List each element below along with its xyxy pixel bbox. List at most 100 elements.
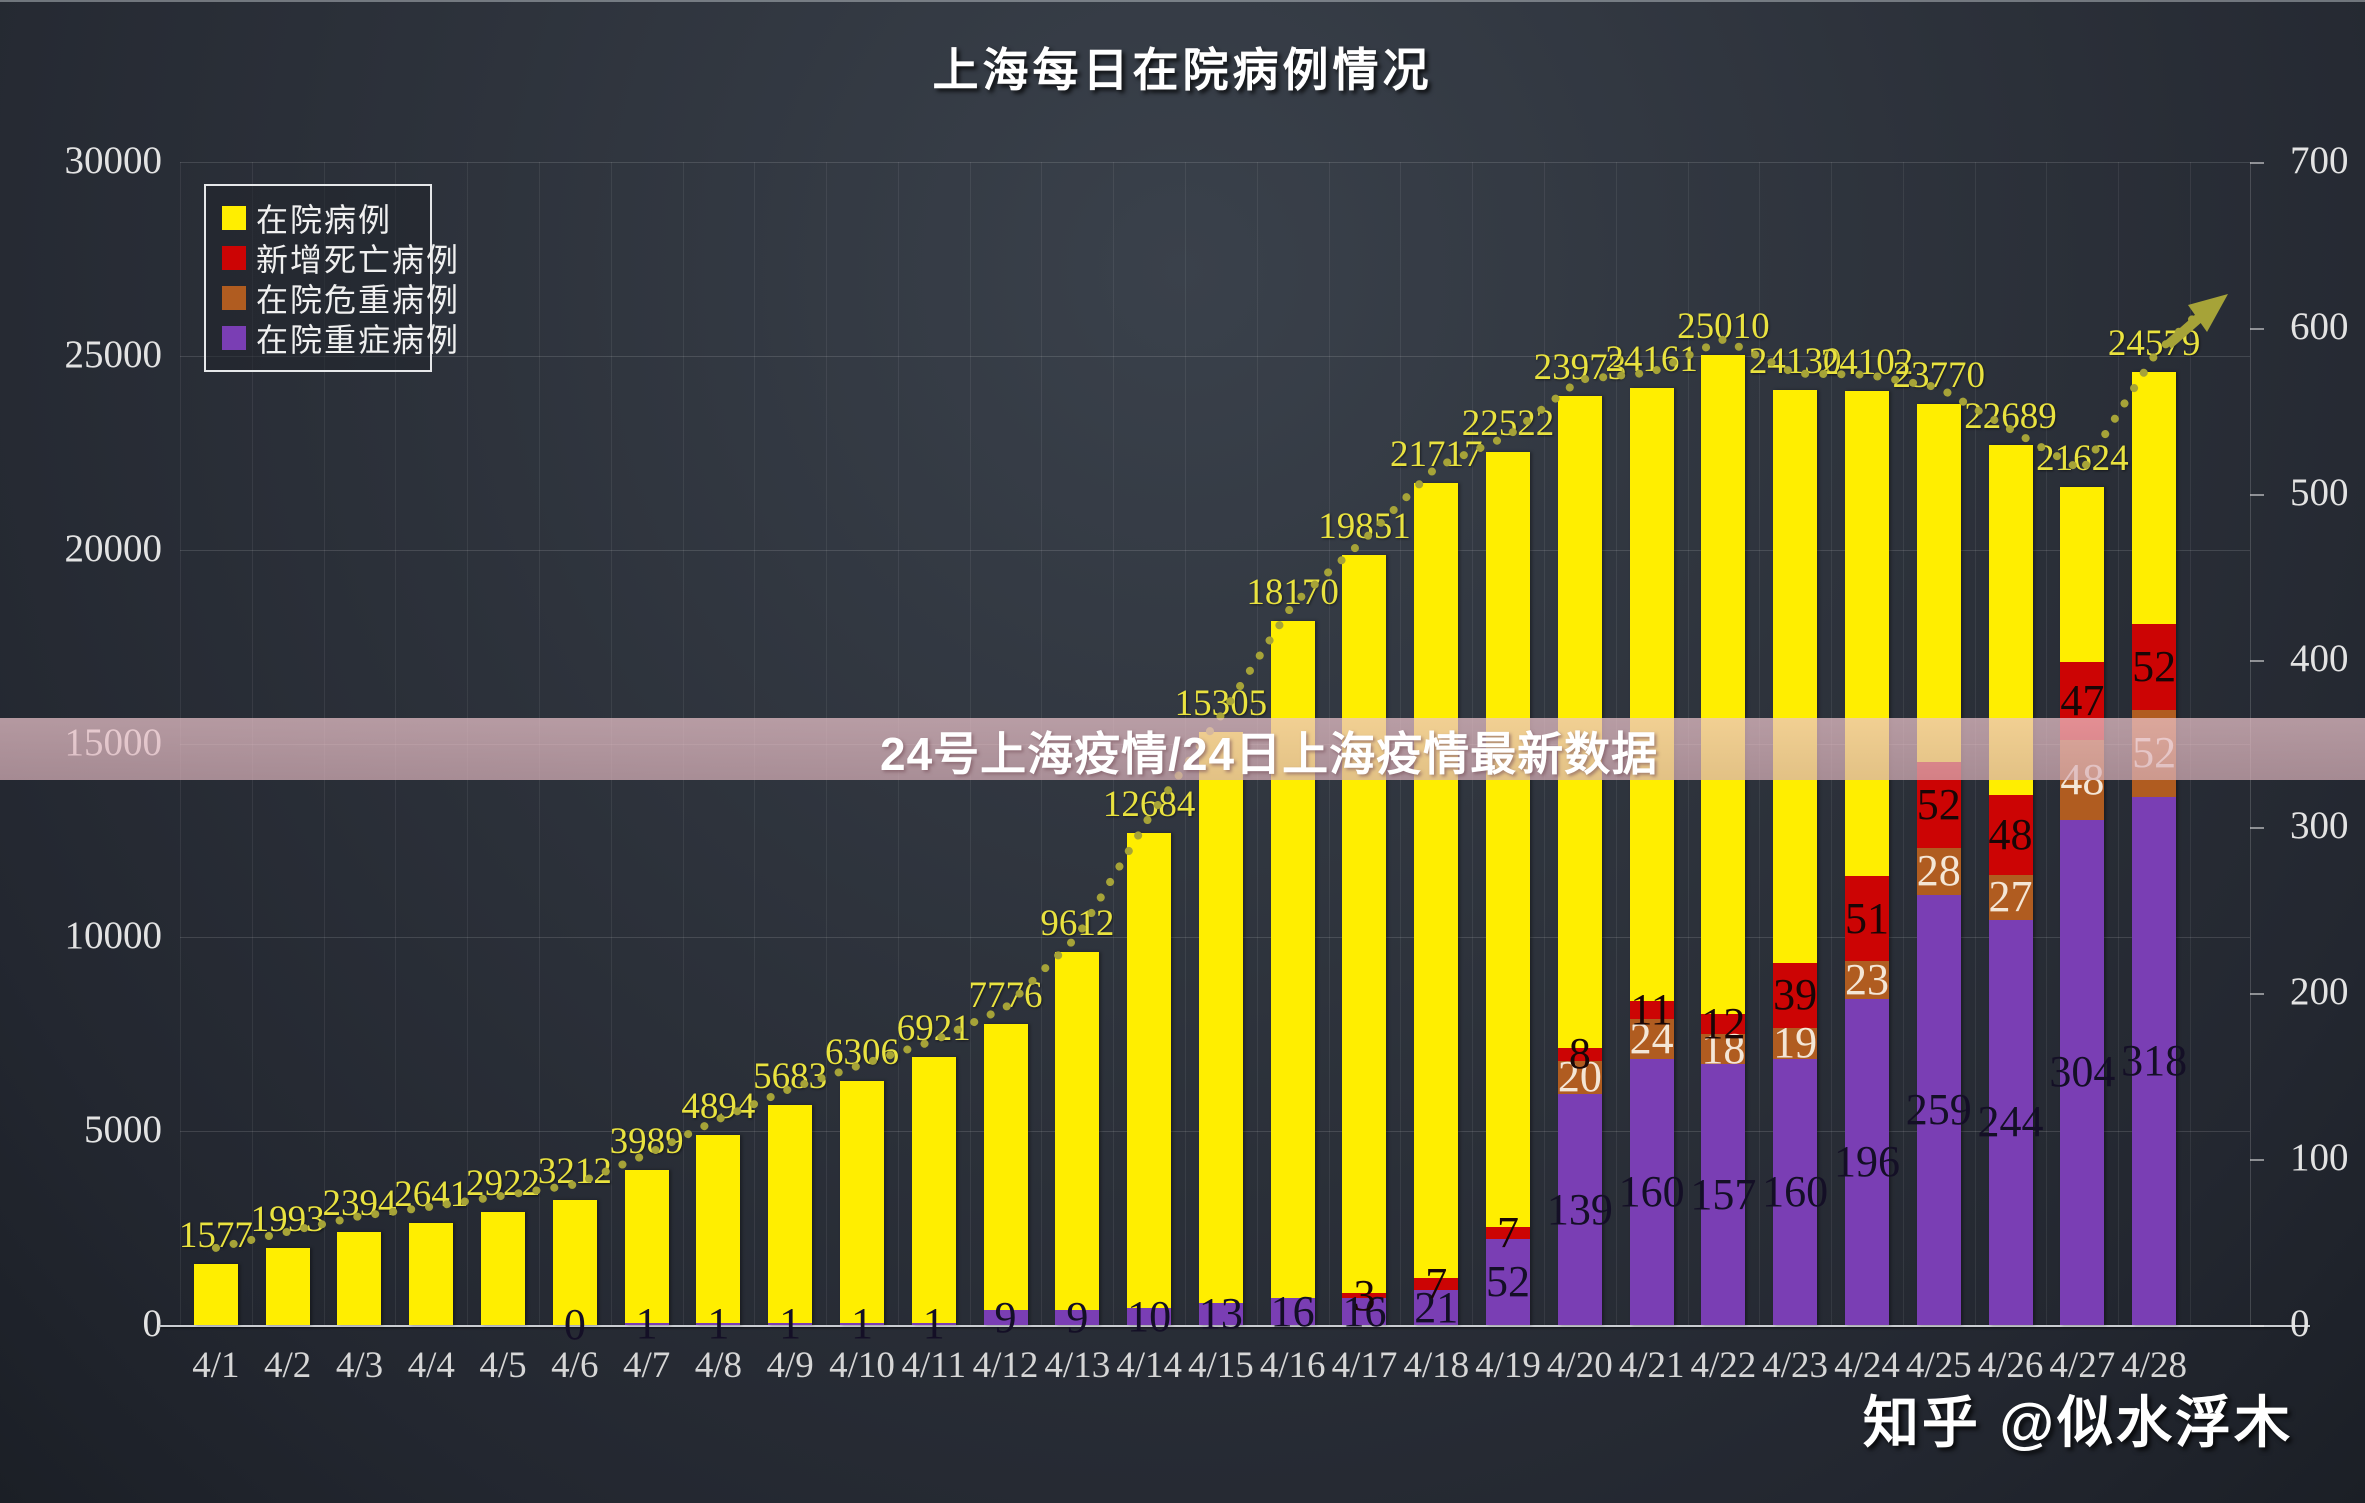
severe-bar-segment — [839, 1323, 884, 1325]
severe-bar-segment — [911, 1323, 956, 1325]
severe-bar-segment — [1414, 1290, 1459, 1325]
inpatient-bar — [696, 1135, 741, 1325]
bar-value-label: 12684 — [1102, 784, 1196, 826]
bar-value-label: 22522 — [1461, 402, 1555, 444]
legend-item-new-deaths: 新增死亡病例 — [222, 238, 458, 278]
x-axis-label: 4/25 — [1905, 1345, 1972, 1386]
segment-value-label: 19 — [1773, 1018, 1818, 1068]
x-axis-label: 4/20 — [1546, 1345, 1613, 1386]
inpatient-bar — [265, 1247, 310, 1325]
inpatient-bar — [839, 1080, 884, 1325]
legend-label: 新增死亡病例 — [256, 242, 461, 278]
right-axis-tick-mark — [2250, 162, 2264, 164]
segment-value-label: 3 — [1353, 1270, 1376, 1320]
x-axis-label: 4/19 — [1475, 1345, 1541, 1386]
x-axis-label: 4/2 — [264, 1345, 312, 1386]
legend-item-severe: 在院重症病例 — [222, 318, 458, 358]
severe-bar-segment — [696, 1323, 741, 1325]
x-axis-label: 4/14 — [1116, 1345, 1182, 1386]
legend-item-critical: 在院危重病例 — [222, 278, 458, 318]
inpatient-bar — [1414, 483, 1459, 1325]
segment-value-label: 196 — [1833, 1137, 1900, 1187]
x-axis-label: 4/26 — [1977, 1345, 2044, 1386]
segment-value-label: 1 — [850, 1299, 873, 1349]
severe-bar-segment — [1270, 1298, 1315, 1325]
y-axis-tick-label: 10000 — [64, 914, 163, 958]
bar-value-label: 24579 — [2107, 323, 2201, 365]
inpatient-bar — [337, 1232, 382, 1325]
segment-value-label: 51 — [1844, 893, 1889, 943]
segment-value-label: 23 — [1844, 955, 1889, 1005]
severe-swatch-icon — [222, 326, 246, 350]
x-axis-label: 4/15 — [1188, 1345, 1254, 1386]
x-axis-label: 4/24 — [1834, 1345, 1900, 1386]
x-axis-label: 4/8 — [694, 1345, 743, 1386]
x-axis-label: 4/22 — [1690, 1345, 1757, 1386]
x-axis-label: 4/11 — [901, 1345, 966, 1386]
right-axis-tick-mark — [2250, 992, 2264, 995]
bar-value-label: 9612 — [1040, 903, 1115, 945]
segment-value-label: 1 — [922, 1299, 945, 1349]
segment-value-label: 1 — [707, 1299, 730, 1349]
bar-value-label: 21624 — [2036, 437, 2129, 479]
bar-value-label: 19851 — [1318, 506, 1411, 548]
y-axis-tick-label: 30000 — [64, 139, 163, 182]
segment-value-label: 21 — [1414, 1282, 1459, 1332]
severe-bar-segment — [1055, 1310, 1100, 1325]
page-title: 上海每日在院病例情况 — [932, 44, 1433, 96]
y-axis-tick-label: 20000 — [64, 526, 163, 570]
segment-value-label: 9 — [994, 1292, 1017, 1342]
critical-swatch-icon — [222, 286, 246, 310]
secondary-axis-tick-label: 200 — [2290, 969, 2349, 1013]
x-axis-label: 4/10 — [829, 1345, 895, 1386]
legend-label: 在院重症病例 — [256, 322, 461, 358]
bar-value-label: 22689 — [1964, 396, 2057, 438]
segment-value-label: 9 — [1066, 1292, 1089, 1342]
x-axis-label: 4/28 — [2121, 1345, 2187, 1386]
segment-value-label: 7 — [1425, 1259, 1448, 1309]
x-axis-label: 4/18 — [1403, 1345, 1470, 1386]
legend-item-inpatient: 在院病例 — [222, 198, 430, 238]
secondary-axis-tick-label: 500 — [2290, 471, 2349, 515]
bar-value-label: 7776 — [968, 974, 1043, 1016]
x-axis-label: 4/16 — [1259, 1345, 1326, 1386]
segment-value-label: 0 — [563, 1300, 586, 1349]
inpatient-bar — [193, 1263, 238, 1325]
x-axis-label: 4/9 — [766, 1345, 814, 1386]
bar-value-label: 23770 — [1892, 354, 1986, 396]
x-axis-label: 4/4 — [407, 1345, 455, 1386]
segment-value-label: 1 — [779, 1299, 802, 1349]
x-axis-line — [160, 1325, 2310, 1327]
inpatient-bar — [911, 1056, 956, 1325]
x-axis-label: 4/1 — [192, 1345, 240, 1386]
segment-value-label: 244 — [1977, 1097, 2044, 1147]
y-axis-tick-label: 5000 — [84, 1108, 162, 1152]
segment-value-label: 52 — [1486, 1256, 1531, 1306]
severe-bar-segment — [1486, 1238, 1531, 1325]
top-edge-highlight — [0, 0, 2365, 2]
segment-value-label: 10 — [1127, 1291, 1172, 1341]
right-axis-tick-mark — [2250, 826, 2264, 829]
x-axis-label: 4/23 — [1762, 1345, 1829, 1386]
segment-value-label: 52 — [2132, 642, 2177, 692]
secondary-axis-tick-label: 300 — [2290, 803, 2349, 847]
severe-bar-segment — [624, 1323, 669, 1325]
legend: 在院病例 新增死亡病例 在院危重病例 在院重症病例 — [204, 184, 458, 372]
secondary-axis-tick-label: 400 — [2290, 637, 2349, 681]
x-axis-label: 4/21 — [1618, 1345, 1685, 1386]
x-axis-label: 4/12 — [972, 1345, 1039, 1386]
segment-value-label: 16 — [1270, 1286, 1315, 1336]
right-axis-tick-mark — [2250, 328, 2264, 331]
right-axis-tick-mark — [2250, 660, 2264, 663]
x-axis-label: 4/27 — [2049, 1345, 2116, 1386]
segment-value-label: 16 — [1342, 1286, 1387, 1336]
inpatient-bar — [983, 1023, 1028, 1325]
right-axis-tick-mark — [2250, 494, 2264, 497]
segment-value-label: 1 — [635, 1299, 658, 1349]
segment-value-label: 48 — [1988, 809, 2033, 859]
secondary-axis-tick-label: 700 — [2290, 139, 2349, 182]
x-axis-label: 4/6 — [551, 1345, 599, 1386]
death-bar-segment — [1414, 1278, 1459, 1291]
right-axis-tick-mark — [2250, 1158, 2264, 1161]
